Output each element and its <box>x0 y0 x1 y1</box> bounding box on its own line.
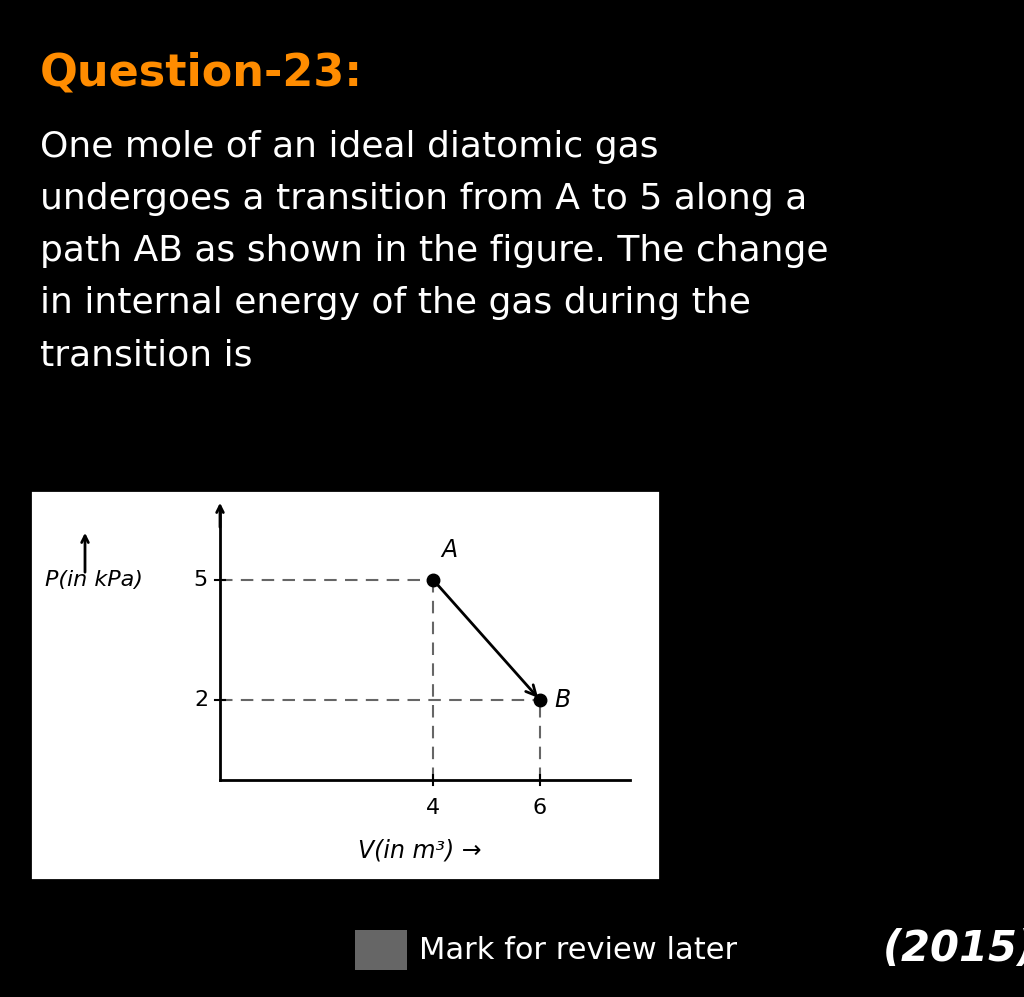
Text: path AB as shown in the figure. The change: path AB as shown in the figure. The chan… <box>40 234 828 268</box>
Text: transition is: transition is <box>40 338 253 372</box>
Text: Mark for review later: Mark for review later <box>419 935 737 964</box>
Text: in internal energy of the gas during the: in internal energy of the gas during the <box>40 286 751 320</box>
Bar <box>355 930 407 970</box>
Text: 🐞: 🐞 <box>942 30 978 87</box>
Text: (2015): (2015) <box>883 928 1024 970</box>
Text: Question-23:: Question-23: <box>40 52 364 95</box>
Text: A: A <box>441 538 458 562</box>
Text: undergoes a transition from A to 5 along a: undergoes a transition from A to 5 along… <box>40 182 807 216</box>
Text: 5: 5 <box>194 570 208 590</box>
Text: One mole of an ideal diatomic gas: One mole of an ideal diatomic gas <box>40 130 658 164</box>
Text: V(in m³) →: V(in m³) → <box>358 838 481 862</box>
Text: 4: 4 <box>426 798 440 818</box>
Text: 6: 6 <box>532 798 547 818</box>
Text: 2: 2 <box>194 690 208 710</box>
Text: B: B <box>554 688 570 712</box>
Text: P(in kPa): P(in kPa) <box>45 570 143 590</box>
Bar <box>30 490 660 880</box>
